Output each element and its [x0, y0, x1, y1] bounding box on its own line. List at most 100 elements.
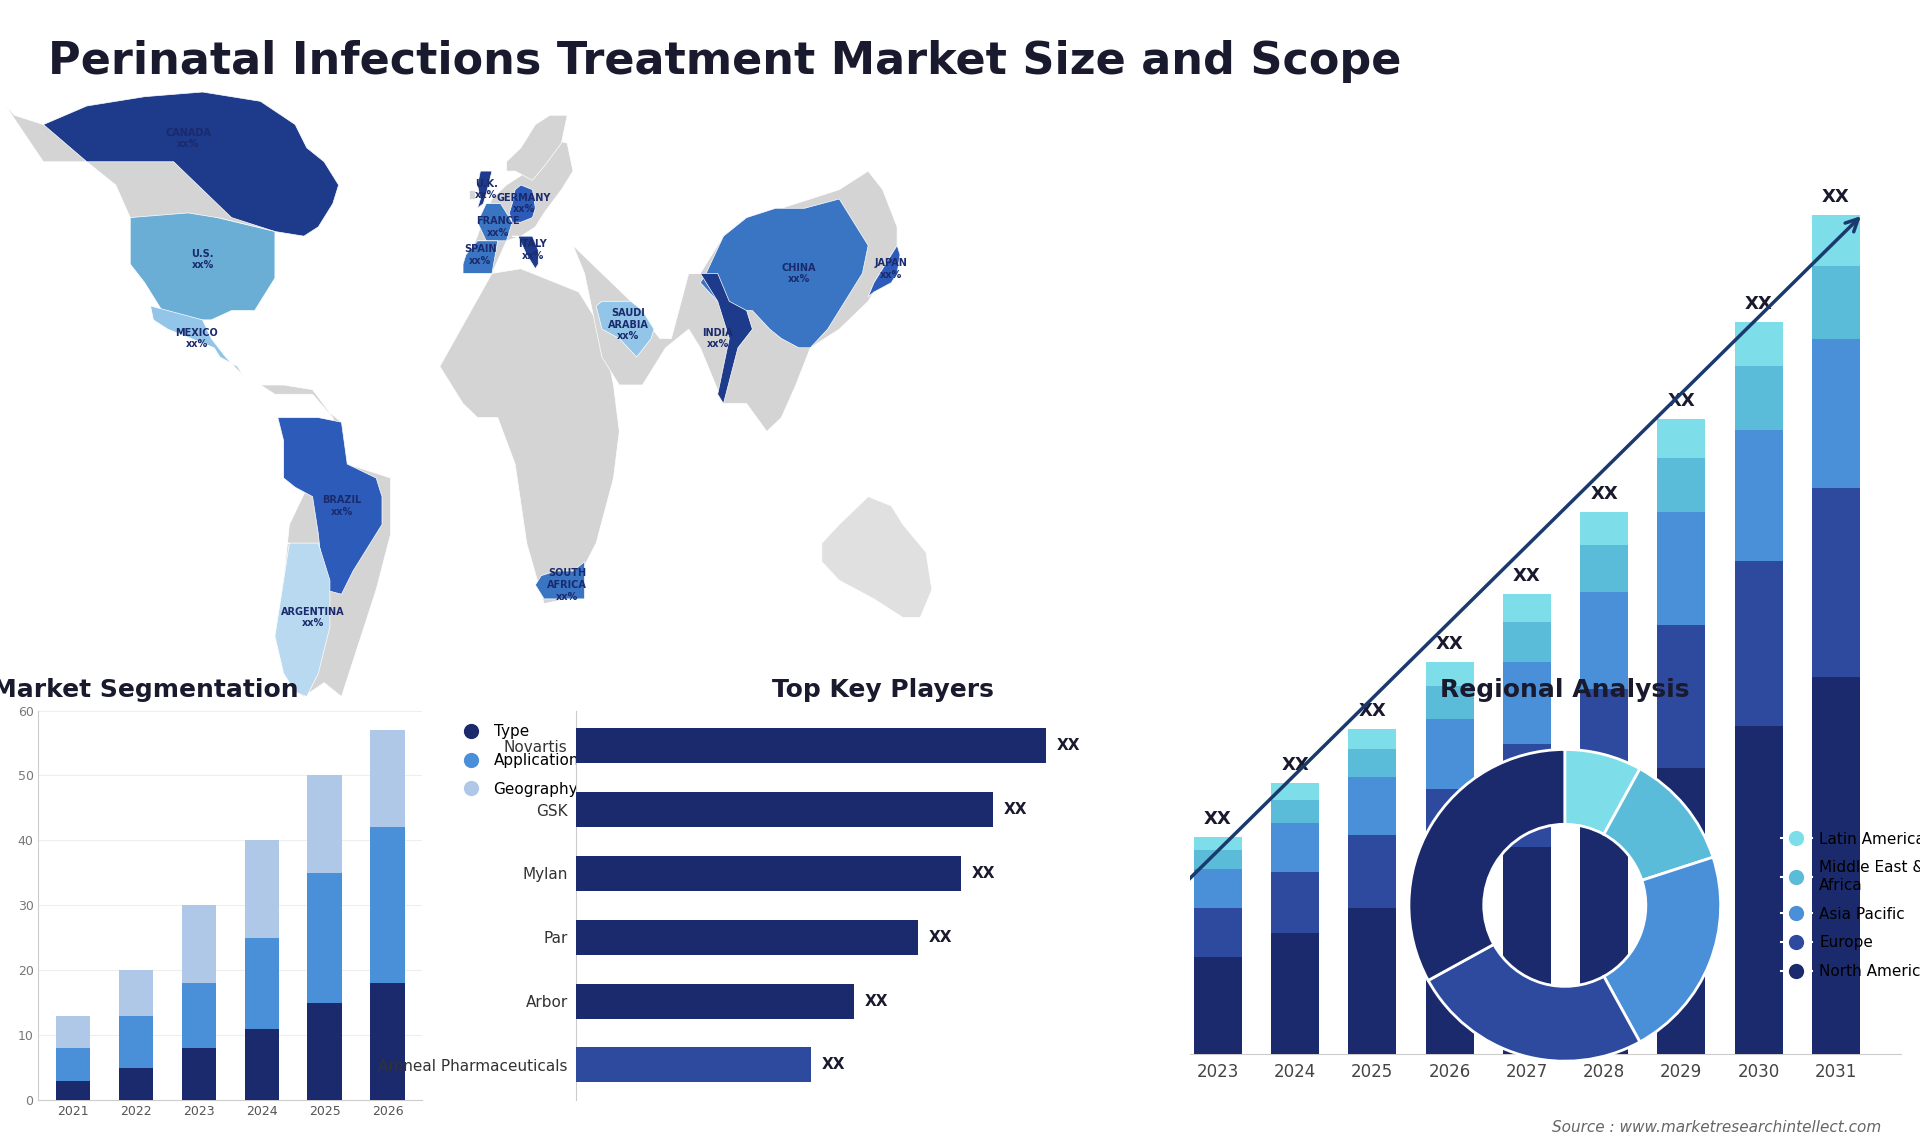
- Polygon shape: [478, 171, 492, 209]
- Text: ARGENTINA
xx%: ARGENTINA xx%: [280, 606, 344, 628]
- Bar: [1812, 677, 1860, 1054]
- Wedge shape: [1603, 769, 1713, 880]
- Bar: [1427, 686, 1473, 720]
- Bar: [1271, 933, 1319, 1054]
- Bar: [576, 792, 993, 827]
- Bar: [1039, 917, 1087, 926]
- Polygon shape: [150, 306, 244, 376]
- Bar: [1812, 266, 1860, 339]
- Bar: [1117, 975, 1165, 1054]
- Bar: [371, 827, 405, 983]
- Polygon shape: [278, 417, 382, 595]
- Bar: [1194, 837, 1242, 850]
- Text: XX: XX: [1050, 890, 1077, 908]
- Text: U.S.
xx%: U.S. xx%: [192, 249, 213, 270]
- Polygon shape: [572, 171, 897, 432]
- Bar: [1503, 744, 1551, 847]
- Text: Market Segmentation: Market Segmentation: [0, 677, 300, 701]
- Bar: [1734, 322, 1782, 367]
- Text: SAUDI
ARABIA
xx%: SAUDI ARABIA xx%: [607, 308, 649, 342]
- Text: ITALY
xx%: ITALY xx%: [518, 240, 547, 261]
- Bar: [1117, 935, 1165, 975]
- Bar: [244, 1029, 278, 1100]
- Bar: [1503, 661, 1551, 744]
- Text: U.K.
xx%: U.K. xx%: [474, 179, 497, 201]
- Polygon shape: [513, 236, 538, 268]
- Text: FRANCE
xx%: FRANCE xx%: [476, 217, 520, 237]
- Bar: [119, 971, 154, 1015]
- Bar: [1503, 622, 1551, 661]
- Bar: [1039, 939, 1087, 963]
- Bar: [1657, 419, 1705, 457]
- Bar: [1117, 879, 1165, 890]
- Text: XX: XX: [864, 994, 889, 1008]
- Bar: [182, 983, 217, 1049]
- Title: Regional Analysis: Regional Analysis: [1440, 677, 1690, 701]
- Bar: [1503, 594, 1551, 622]
- Polygon shape: [507, 116, 566, 180]
- Bar: [1657, 512, 1705, 625]
- Text: XX: XX: [1056, 738, 1081, 753]
- Bar: [307, 873, 342, 1003]
- Bar: [56, 1081, 90, 1100]
- Polygon shape: [868, 245, 900, 297]
- Wedge shape: [1603, 857, 1720, 1042]
- Polygon shape: [822, 496, 931, 618]
- Bar: [182, 1049, 217, 1100]
- Bar: [576, 1047, 810, 1083]
- Text: BRAZIL
xx%: BRAZIL xx%: [323, 495, 361, 517]
- Bar: [1271, 823, 1319, 872]
- Bar: [56, 1015, 90, 1049]
- Text: JAPAN
xx%: JAPAN xx%: [876, 258, 908, 280]
- Text: MEXICO
xx%: MEXICO xx%: [175, 328, 219, 350]
- Bar: [1117, 905, 1165, 935]
- Wedge shape: [1409, 749, 1565, 981]
- Bar: [1580, 591, 1628, 689]
- Bar: [1812, 339, 1860, 488]
- Bar: [119, 1015, 154, 1068]
- Bar: [576, 856, 960, 890]
- Bar: [576, 920, 918, 955]
- Text: CHINA
xx%: CHINA xx%: [781, 262, 816, 284]
- Text: XX: XX: [1745, 295, 1772, 313]
- Polygon shape: [275, 543, 330, 697]
- Polygon shape: [536, 562, 584, 599]
- Bar: [1812, 488, 1860, 677]
- Polygon shape: [509, 185, 536, 222]
- Text: XX: XX: [1127, 851, 1154, 870]
- Bar: [1734, 367, 1782, 430]
- Bar: [1657, 457, 1705, 512]
- Title: Top Key Players: Top Key Players: [772, 677, 995, 701]
- Polygon shape: [440, 268, 620, 604]
- Bar: [56, 1049, 90, 1081]
- Text: CANADA
xx%: CANADA xx%: [165, 127, 211, 149]
- Bar: [1194, 957, 1242, 1054]
- Text: XX: XX: [972, 866, 995, 881]
- Bar: [1039, 963, 1087, 994]
- Bar: [1271, 872, 1319, 933]
- Polygon shape: [463, 241, 497, 274]
- Bar: [182, 905, 217, 983]
- Bar: [1348, 777, 1396, 835]
- Bar: [1348, 908, 1396, 1054]
- Text: GERMANY
xx%: GERMANY xx%: [497, 193, 551, 214]
- Polygon shape: [6, 92, 338, 236]
- Bar: [1734, 562, 1782, 725]
- Text: XX: XX: [1204, 810, 1233, 827]
- Text: SOUTH
AFRICA
xx%: SOUTH AFRICA xx%: [547, 568, 588, 602]
- Bar: [1427, 662, 1473, 686]
- Bar: [371, 983, 405, 1100]
- Bar: [1580, 512, 1628, 544]
- Polygon shape: [478, 204, 513, 241]
- Text: XX: XX: [1436, 635, 1463, 653]
- Bar: [371, 730, 405, 827]
- Bar: [1039, 994, 1087, 1054]
- Text: SPAIN
xx%: SPAIN xx%: [465, 244, 497, 266]
- Bar: [1657, 768, 1705, 1054]
- Bar: [576, 983, 854, 1019]
- Polygon shape: [463, 139, 572, 274]
- Bar: [1580, 811, 1628, 1054]
- Bar: [1812, 214, 1860, 266]
- Bar: [1039, 926, 1087, 939]
- Bar: [244, 937, 278, 1029]
